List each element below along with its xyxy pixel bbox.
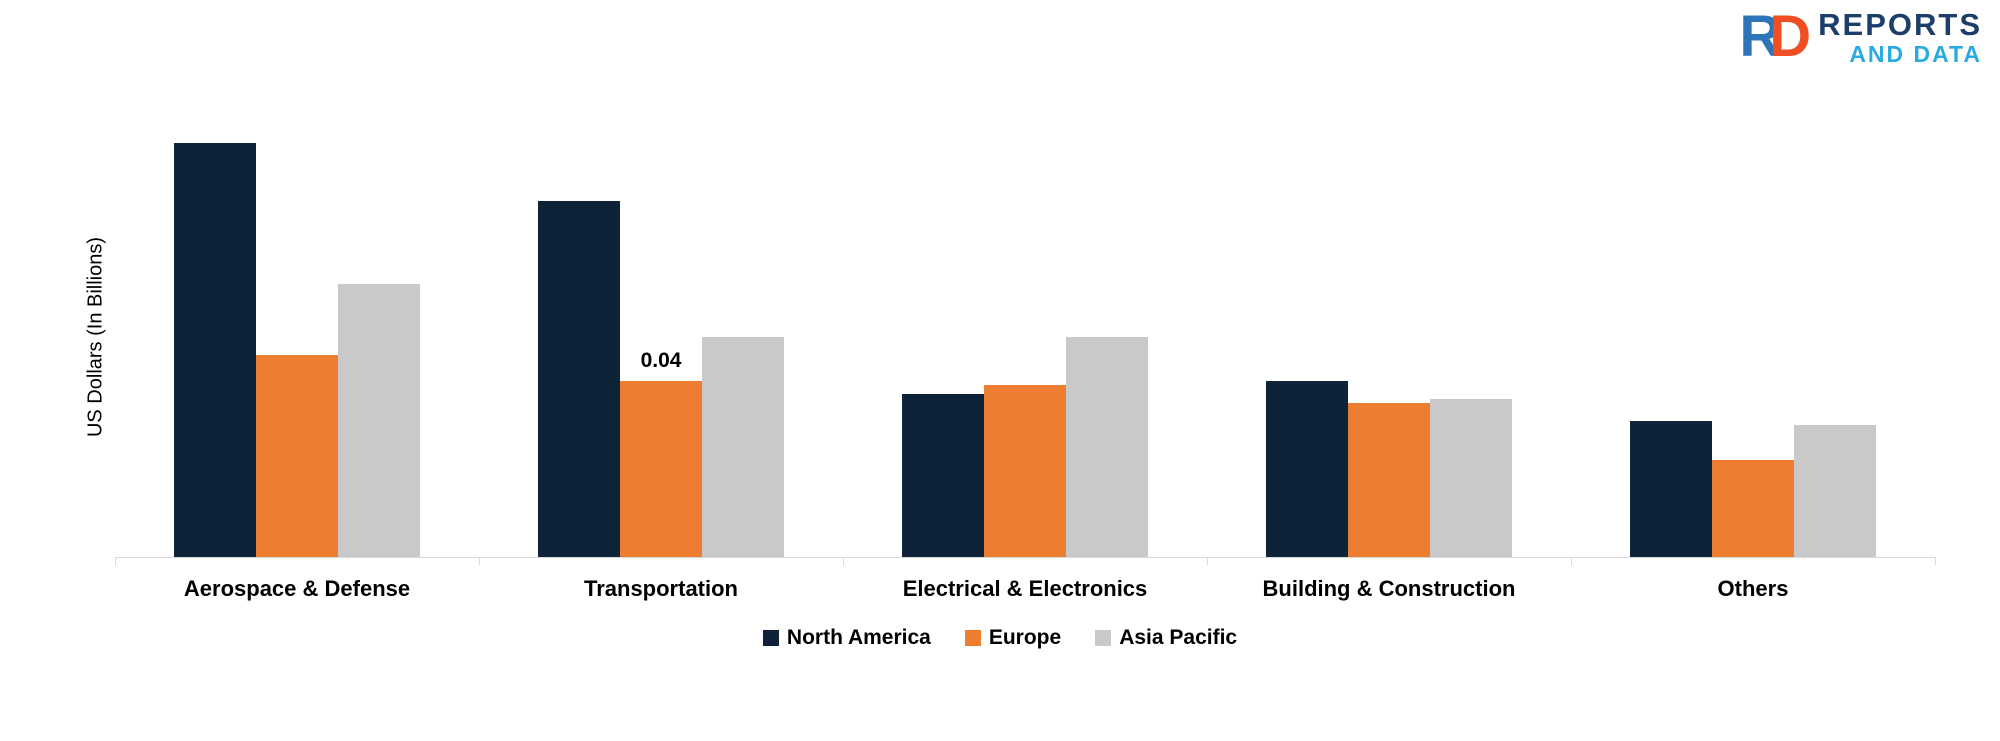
bar-north-america-aerospace-defense [174,143,256,557]
bar-europe-transportation [620,381,702,557]
x-axis-tick [479,557,480,565]
logo-line2: AND DATA [1849,40,1982,67]
category-label-electrical-electronics: Electrical & Electronics [902,576,1148,601]
legend: North America Europe Asia Pacific [0,626,2000,650]
bar-north-america-others [1630,421,1712,557]
x-axis-tick [1207,557,1208,565]
legend-label: Asia Pacific [1119,626,1238,649]
bar-asia-pacific-building-construction [1430,399,1512,557]
reports-and-data-logo: RD REPORTS AND DATA [1739,8,1982,66]
legend-label: Europe [988,626,1062,649]
legend-swatch-icon [1095,630,1112,646]
logo-mark-icon: RD [1739,8,1811,66]
bar-europe-aerospace-defense [256,355,338,557]
bar-asia-pacific-others [1794,425,1876,557]
legend-item-asia-pacific: Asia Pacific [1095,626,1237,650]
x-axis-tick [115,557,116,565]
legend-item-europe: Europe [964,626,1062,650]
plot-area: 0.04 [115,117,1936,565]
x-axis-tick [1571,557,1572,565]
logo-letter-d: D [1769,4,1811,69]
bar-europe-electrical-electronics [984,385,1066,557]
bar-north-america-transportation [538,201,620,557]
bar-group-transportation: 0.04 [479,117,843,557]
x-axis-tick [843,557,844,565]
logo-letter-r: R [1739,4,1781,69]
bar-asia-pacific-electrical-electronics [1066,337,1148,557]
legend-swatch-icon [762,630,779,646]
legend-swatch-icon [964,630,981,646]
category-axis-labels: Aerospace & Defense Transportation Electri… [115,576,1935,602]
bar-group-building-construction [1207,117,1571,557]
logo-line1: REPORTS [1818,6,1982,42]
bar-asia-pacific-transportation [702,337,784,557]
bar-asia-pacific-aerospace-defense [338,284,420,557]
legend-item-north-america: North America [762,626,931,650]
x-axis-tick [1935,557,1936,565]
bar-europe-building-construction [1348,403,1430,557]
category-label-transportation: Transportation [583,576,738,601]
y-axis-label: US Dollars (In Billions) [84,236,107,438]
bar-group-others [1571,117,1935,557]
category-label-building-construction: Building & Construction [1262,576,1516,601]
bar-europe-others [1712,460,1794,557]
logo-text: REPORTS AND DATA [1818,9,1982,66]
bar-group-aerospace-defense [115,117,479,557]
category-label-others: Others [1717,576,1789,601]
legend-label: North America [786,626,931,649]
bar-data-label: 0.04 [640,349,682,372]
category-label-aerospace-defense: Aerospace & Defense [183,576,411,601]
bar-north-america-building-construction [1266,381,1348,557]
bar-north-america-electrical-electronics [902,394,984,557]
bar-group-electrical-electronics [843,117,1207,557]
